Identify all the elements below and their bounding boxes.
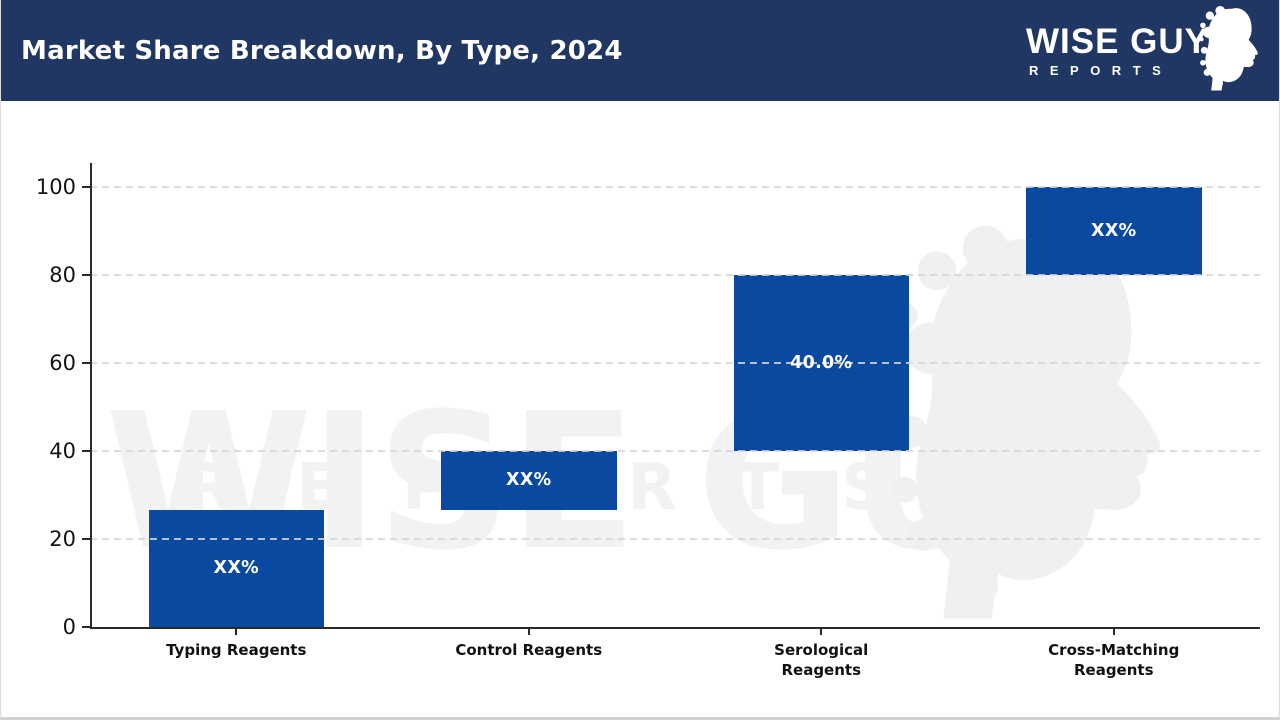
plot-gridline — [90, 186, 1260, 188]
y-axis-tick-mark — [82, 538, 90, 540]
y-axis-tick-mark — [82, 274, 90, 276]
x-axis-spine — [90, 627, 1260, 629]
y-axis-tick-mark — [82, 626, 90, 628]
watermark-head-icon — [888, 225, 1160, 619]
plot-gridline — [90, 362, 1260, 364]
x-axis-tick-mark — [235, 627, 238, 635]
y-axis-spine — [90, 163, 92, 627]
bar — [148, 509, 324, 627]
plot-gridline — [90, 450, 1260, 452]
y-axis-tick-label: 60 — [49, 351, 76, 375]
bar-value-label: XX% — [1091, 221, 1137, 241]
x-axis-tick-mark — [1112, 627, 1115, 635]
logo-subtitle: REPORTS — [1028, 63, 1173, 78]
y-axis-tick-mark — [82, 450, 90, 452]
bar-value-label: 40.0% — [790, 353, 853, 373]
plot-gridline — [90, 538, 1260, 540]
y-axis-tick-mark — [82, 186, 90, 188]
logo-text: WISE GUY REPORTS — [1026, 24, 1209, 78]
bar-value-label: XX% — [506, 470, 552, 491]
x-axis-category-label: Control Reagents — [455, 641, 603, 659]
y-axis-tick-label: 80 — [49, 263, 76, 287]
bar-value-label: XX% — [213, 558, 259, 579]
x-axis-category-label: Cross-Matching Reagents — [1048, 641, 1180, 680]
y-axis-tick-label: 40 — [49, 439, 76, 463]
wise-guy-logo: WISE GUY REPORTS — [1026, 4, 1269, 98]
y-axis-tick-mark — [82, 362, 90, 364]
bar — [1026, 187, 1202, 275]
plot-gridline — [90, 274, 1260, 276]
bar — [441, 451, 617, 510]
y-axis-tick-label: 0 — [62, 615, 76, 639]
header-bar: Market Share Breakdown, By Type, 2024 WI… — [1, 0, 1279, 101]
x-axis-category-label: Serological Reagents — [774, 641, 869, 680]
y-axis-tick-label: 100 — [35, 175, 76, 199]
x-axis-tick-mark — [527, 627, 530, 635]
logo-wordmark: WISE GUY — [1025, 22, 1209, 61]
x-axis-tick-mark — [820, 627, 823, 635]
x-axis-category-label: Typing Reagents — [166, 641, 307, 659]
page-title: Market Share Breakdown, By Type, 2024 — [21, 35, 623, 66]
y-axis-tick-label: 20 — [49, 527, 76, 551]
